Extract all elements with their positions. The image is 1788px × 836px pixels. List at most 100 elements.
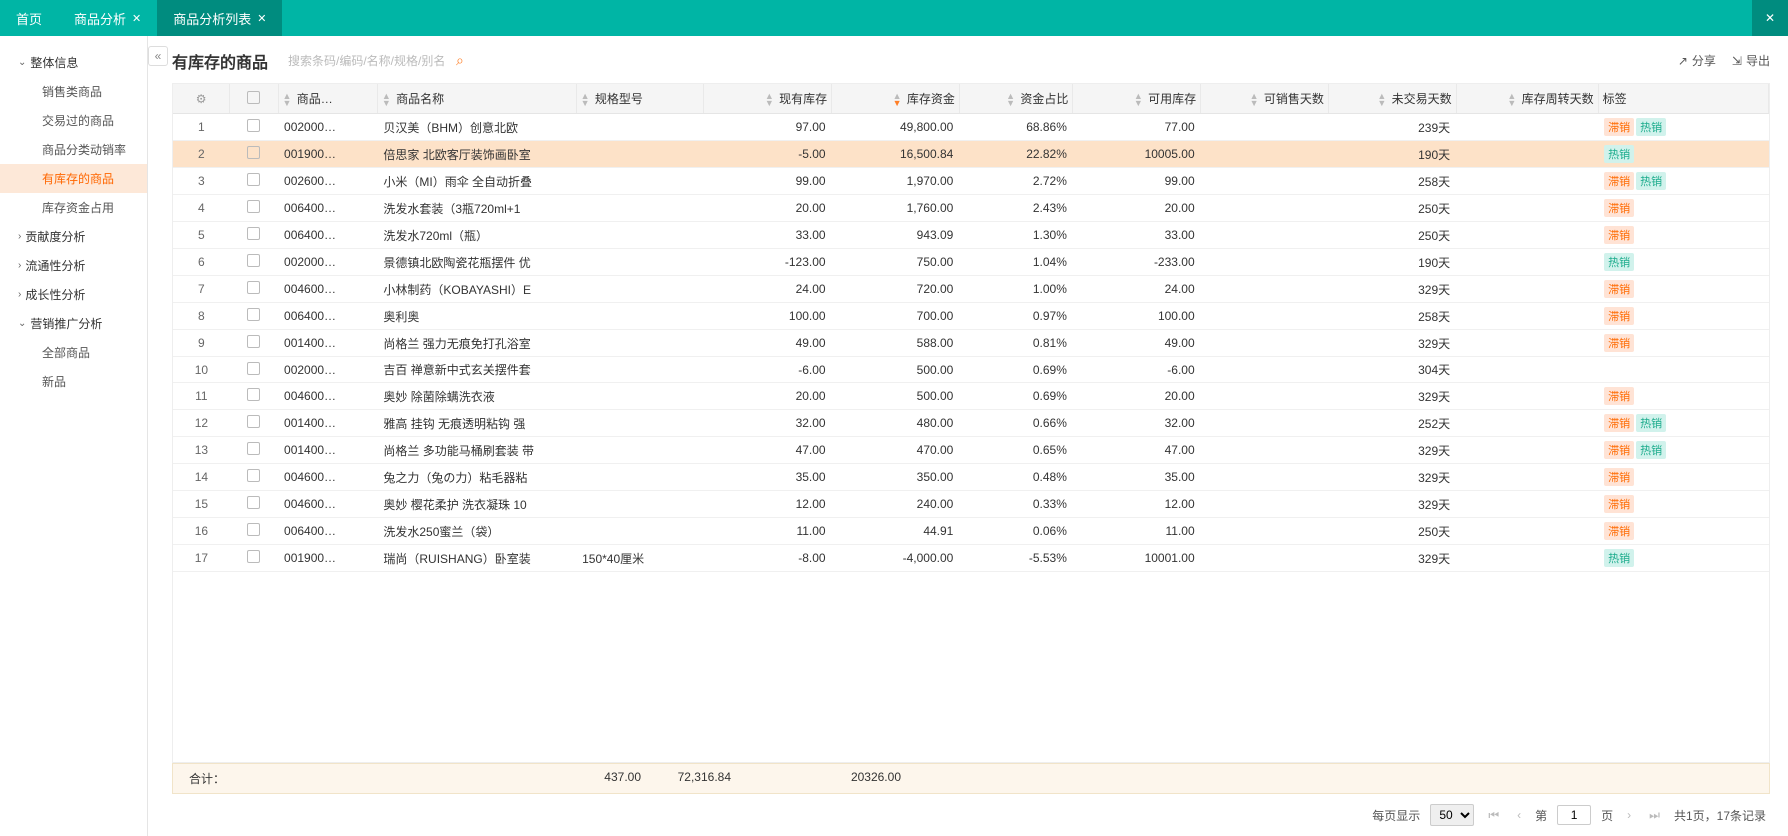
cell-turn [1456,141,1598,168]
cell-pct: 0.69% [959,383,1073,410]
sort-icon[interactable]: ▲▼ [1250,93,1259,107]
cell-name: 尚格兰 强力无痕免打孔浴室 [377,330,576,357]
row-checkbox[interactable] [247,442,260,455]
sidebar-group-1[interactable]: ›贡献度分析 [0,222,147,251]
table-row[interactable]: 15004600…奥妙 樱花柔护 洗衣凝珠 1012.00240.000.33%… [173,491,1769,518]
row-checkbox[interactable] [247,335,260,348]
cell-notrade: 329天 [1328,330,1456,357]
cell-turn [1456,545,1598,572]
sort-icon[interactable]: ▲▼ [1377,93,1386,107]
sidebar-item-4-1[interactable]: 新品 [0,367,147,396]
row-checkbox[interactable] [247,523,260,536]
row-checkbox[interactable] [247,469,260,482]
sort-icon[interactable]: ▲▼ [1507,93,1516,107]
sidebar-group-4[interactable]: ⌄营销推广分析 [0,309,147,338]
table-row[interactable]: 11004600…奥妙 除菌除螨洗衣液20.00500.000.69%20.00… [173,383,1769,410]
cell-stock: 24.00 [704,276,832,303]
cell-spec [576,195,704,222]
col-spec[interactable]: ▲▼ 规格型号 [576,84,704,114]
sidebar-item-0-1[interactable]: 交易过的商品 [0,106,147,135]
row-checkbox[interactable] [247,415,260,428]
table-row[interactable]: 9001400…尚格兰 强力无痕免打孔浴室49.00588.000.81%49.… [173,330,1769,357]
col-turn[interactable]: ▲▼ 库存周转天数 [1456,84,1598,114]
table-row[interactable]: 7004600…小林制药（KOBAYASHI）E24.00720.001.00%… [173,276,1769,303]
row-checkbox[interactable] [247,146,260,159]
table-row[interactable]: 3002600…小米（MI）雨伞 全自动折叠99.001,970.002.72%… [173,168,1769,195]
row-index: 4 [173,195,230,222]
sidebar-item-4-0[interactable]: 全部商品 [0,338,147,367]
table-row[interactable]: 16006400…洗发水250蜜兰（袋）11.0044.910.06%11.00… [173,518,1769,545]
row-checkbox[interactable] [247,173,260,186]
col-name[interactable]: ▲▼ 商品名称 [377,84,576,114]
sort-icon[interactable]: ▲▼ [1134,93,1143,107]
sort-icon[interactable]: ▲▼ [893,93,902,107]
sort-icon[interactable]: ▲▼ [1006,93,1015,107]
sidebar-item-0-4[interactable]: 库存资金占用 [0,193,147,222]
tab-1[interactable]: 商品分析✕ [58,0,157,36]
sidebar-item-0-3[interactable]: 有库存的商品 [0,164,147,193]
table-row[interactable]: 8006400…奥利奥100.00700.000.97%100.00258天滞销 [173,303,1769,330]
sort-icon[interactable]: ▲▼ [382,93,391,107]
row-checkbox[interactable] [247,388,260,401]
cell-saled [1201,141,1329,168]
table-row[interactable]: 12001400…雅高 挂钩 无痕透明粘钩 强32.00480.000.66%3… [173,410,1769,437]
pager-page-input[interactable] [1557,805,1591,825]
search-icon[interactable]: ⌕ [456,52,464,69]
sidebar-item-0-2[interactable]: 商品分类动销率 [0,135,147,164]
tab-0[interactable]: 首页 [0,0,58,36]
export-button[interactable]: ⇲ 导出 [1732,52,1770,69]
sidebar-group-0[interactable]: ⌄整体信息 [0,48,147,77]
search-input[interactable] [288,54,448,68]
row-checkbox[interactable] [247,496,260,509]
table-row[interactable]: 17001900…瑞尚（RUISHANG）卧室装150*40厘米-8.00-4,… [173,545,1769,572]
collapse-sidebar-button[interactable]: « [148,46,168,66]
cell-fund: 480.00 [832,410,960,437]
per-page-select[interactable]: 50 [1430,804,1474,826]
pager-first-icon[interactable]: ⏮ [1484,808,1503,823]
sidebar-group-3[interactable]: ›成长性分析 [0,280,147,309]
col-fund[interactable]: ▲▼ 库存资金 [832,84,960,114]
table-row[interactable]: 5006400…洗发水720ml（瓶）33.00943.091.30%33.00… [173,222,1769,249]
pager-prev-icon[interactable]: ‹ [1513,808,1525,822]
col-notrade[interactable]: ▲▼ 未交易天数 [1328,84,1456,114]
sort-icon[interactable]: ▲▼ [581,93,590,107]
share-button[interactable]: ↗ 分享 [1678,52,1716,69]
tab-close-icon[interactable]: ✕ [257,12,266,25]
col-pct[interactable]: ▲▼ 资金占比 [959,84,1073,114]
cell-fund: -4,000.00 [832,545,960,572]
tab-2[interactable]: 商品分析列表✕ [157,0,282,36]
close-all-tabs-button[interactable]: ✕ [1752,0,1788,36]
cell-turn [1456,168,1598,195]
pager-last-icon[interactable]: ⏭ [1645,808,1664,823]
sort-icon[interactable]: ▲▼ [765,93,774,107]
col-stock[interactable]: ▲▼ 现有库存 [704,84,832,114]
row-index: 15 [173,491,230,518]
row-checkbox[interactable] [247,227,260,240]
table-row[interactable]: 1002000…贝汉美（BHM）创意北欧97.0049,800.0068.86%… [173,114,1769,141]
row-checkbox[interactable] [247,362,260,375]
table-row[interactable]: 13001400…尚格兰 多功能马桶刷套装 带47.00470.000.65%4… [173,437,1769,464]
cell-code: 002000… [278,249,377,276]
table-row[interactable]: 2001900…倍思家 北欧客厅装饰画卧室-5.0016,500.8422.82… [173,141,1769,168]
pager-next-icon[interactable]: › [1623,808,1635,822]
row-checkbox[interactable] [247,550,260,563]
tab-bar: 首页商品分析✕商品分析列表✕✕ [0,0,1788,36]
col-code[interactable]: ▲▼ 商品… [278,84,377,114]
table-row[interactable]: 14004600…兔之力（兔の力）粘毛器粘35.00350.000.48%35.… [173,464,1769,491]
row-checkbox[interactable] [247,254,260,267]
sidebar-item-0-0[interactable]: 销售类商品 [0,77,147,106]
select-all-checkbox[interactable] [247,91,260,104]
sidebar-group-2[interactable]: ›流通性分析 [0,251,147,280]
row-checkbox[interactable] [247,200,260,213]
table-row[interactable]: 6002000…景德镇北欧陶瓷花瓶摆件 优-123.00750.001.04%-… [173,249,1769,276]
row-checkbox[interactable] [247,308,260,321]
tab-close-icon[interactable]: ✕ [132,12,141,25]
row-checkbox[interactable] [247,281,260,294]
chevron-down-icon: ⌄ [18,318,26,329]
sort-icon[interactable]: ▲▼ [283,93,292,107]
col-saled[interactable]: ▲▼ 可销售天数 [1201,84,1329,114]
col-avail[interactable]: ▲▼ 可用库存 [1073,84,1201,114]
table-row[interactable]: 10002000…吉百 禅意新中式玄关摆件套-6.00500.000.69%-6… [173,357,1769,383]
table-row[interactable]: 4006400…洗发水套装（3瓶720ml+120.001,760.002.43… [173,195,1769,222]
row-checkbox[interactable] [247,119,260,132]
